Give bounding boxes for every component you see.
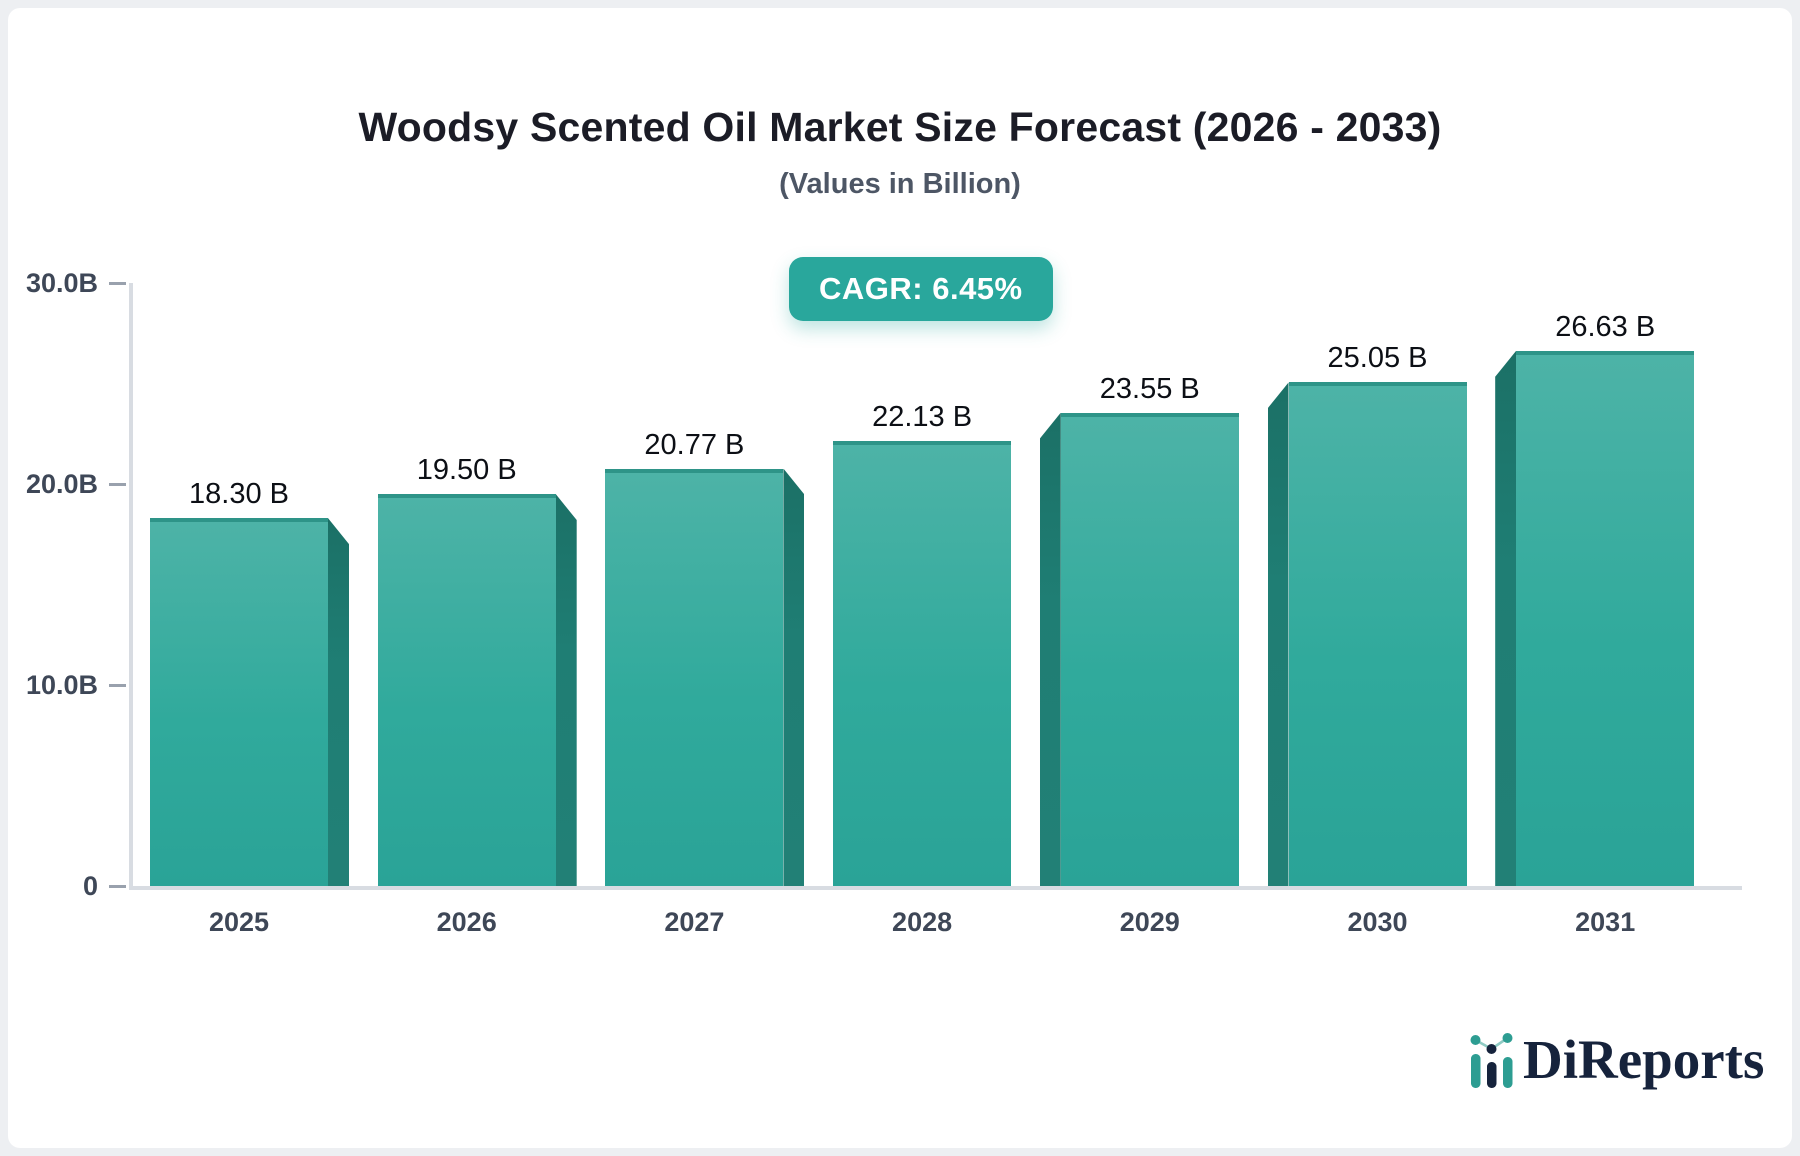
bar-value-label-2029: 23.55 B	[1099, 372, 1200, 405]
x-axis-label-2026: 2026	[436, 907, 497, 937]
bar-value-label-2027: 20.77 B	[644, 428, 745, 461]
direports-logo[interactable]: DiReports	[1470, 1030, 1764, 1090]
y-tick-mark-20.0B	[109, 483, 126, 486]
x-axis-label-2031: 2031	[1575, 907, 1636, 937]
bar-2025[interactable]	[150, 518, 328, 886]
bar-side-2029	[1039, 412, 1061, 886]
logo-chart-icon	[1470, 1033, 1513, 1088]
bar-2029[interactable]	[1060, 412, 1239, 886]
bar-2030[interactable]	[1288, 382, 1467, 886]
bar-value-label-2030: 25.05 B	[1327, 342, 1428, 375]
bar-side-2027	[783, 468, 805, 886]
x-axis-label-2027: 2027	[664, 907, 725, 937]
y-tick-mark-30.0B	[109, 282, 126, 285]
x-axis-label-2025: 2025	[208, 907, 270, 937]
logo-text: DiReports	[1523, 1029, 1765, 1090]
bar-value-label-2031: 26.63 B	[1555, 310, 1656, 343]
bar-value-label-2025: 18.30 B	[189, 478, 289, 511]
x-axis-line	[129, 886, 1742, 890]
x-axis-label-2028: 2028	[892, 907, 953, 937]
y-tick-label-0: 0	[82, 871, 98, 901]
chart-card: Woodsy Scented Oil Market Size Forecast …	[8, 8, 1792, 1148]
bar-value-label-2026: 19.50 B	[416, 454, 517, 487]
y-tick-mark-0	[109, 885, 126, 888]
bar-2028[interactable]	[833, 441, 1012, 886]
bar-value-label-2028: 22.13 B	[872, 401, 973, 434]
y-tick-label-10.0B: 10.0B	[25, 670, 98, 700]
cagr-badge: CAGR: 6.45%	[789, 257, 1053, 321]
y-tick-label-20.0B: 20.0B	[25, 469, 98, 499]
bar-side-2031	[1495, 350, 1517, 886]
bar-side-2030	[1267, 382, 1289, 886]
y-tick-label-30.0B: 30.0B	[25, 268, 98, 298]
bar-side-2025	[328, 518, 349, 886]
y-axis-line	[129, 283, 133, 890]
x-axis-label-2029: 2029	[1119, 907, 1180, 937]
bar-side-2026	[555, 494, 577, 886]
plot-area: 0 10.0B 20.0B 30.0B 18.30 B 2025 19.50 B 2026 20…	[8, 8, 1792, 1148]
y-tick-mark-10.0B	[109, 684, 126, 687]
x-axis-label-2030: 2030	[1347, 907, 1408, 937]
chart-subtitle: (Values in Billion)	[779, 168, 1021, 200]
bar-2026[interactable]	[377, 494, 556, 886]
bar-2031[interactable]	[1516, 350, 1695, 886]
chart-title: Woodsy Scented Oil Market Size Forecast …	[358, 104, 1442, 150]
bar-2027[interactable]	[605, 468, 784, 886]
